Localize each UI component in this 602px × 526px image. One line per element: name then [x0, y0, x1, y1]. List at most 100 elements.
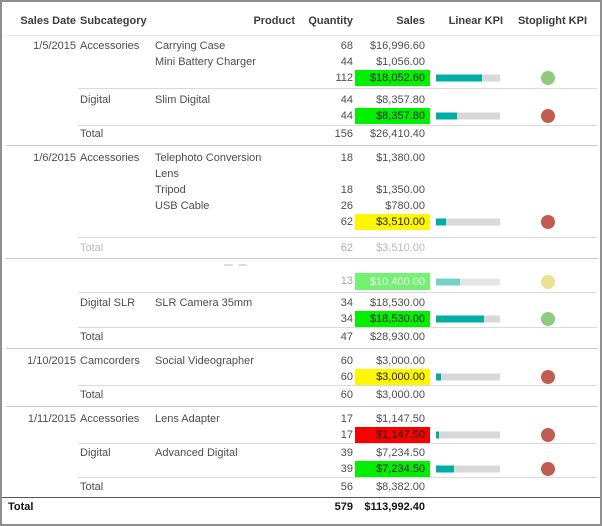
- ghost-text: [224, 264, 247, 266]
- subtotal-row: 17 $1,147.50: [2, 427, 600, 443]
- separator-line: [78, 443, 597, 444]
- grand-total-label: Total: [8, 501, 34, 513]
- kpi-sales-cell: $3,000.00: [355, 369, 430, 385]
- cell-sales-date: 1/10/2015: [27, 355, 76, 367]
- cell-quantity: 112: [335, 72, 353, 84]
- cell-product: Slim Digital: [155, 94, 211, 106]
- separator-line: [78, 477, 597, 478]
- kpi-sales-cell: $10,400.00: [355, 273, 430, 290]
- cell-total-label: Total: [80, 481, 104, 493]
- table-header-row: Sales Date Subcategory Product Quantity …: [2, 10, 600, 32]
- cell-quantity: 60: [340, 371, 353, 383]
- detail-row: Mini Battery Charger 44 $1,056.00: [2, 54, 600, 70]
- column-header-linear-kpi: Linear KPI: [448, 15, 503, 27]
- cell-product: USB Cable: [155, 200, 210, 212]
- grand-total-separator-line: [2, 497, 600, 498]
- cell-quantity: 68: [340, 40, 353, 52]
- detail-row: Digital SLR SLR Camera 35mm 34 $18,530.00: [2, 295, 600, 311]
- cell-quantity: 60: [340, 389, 353, 401]
- group-separator-line: [6, 406, 598, 407]
- separator-line: [78, 327, 597, 328]
- cell-quantity: 62: [340, 216, 353, 228]
- cell-quantity: 34: [340, 313, 353, 325]
- cell-subcategory: Accessories: [80, 40, 140, 52]
- cell-quantity: 18: [340, 184, 353, 196]
- cell-quantity: 44: [340, 110, 353, 122]
- column-header-stoplight-kpi: Stoplight KPI: [517, 15, 587, 27]
- cell-sales: $1,056.00: [376, 56, 425, 68]
- cell-sales: $780.00: [385, 200, 425, 212]
- linear-kpi-bar: [436, 278, 500, 285]
- linear-kpi-fill: [436, 278, 461, 285]
- grand-total-sales: $113,992.40: [364, 501, 425, 513]
- detail-row: 1/10/2015 Camcorders Social Videographer 60…: [2, 353, 600, 369]
- detail-row: Tripod 18 $1,350.00: [2, 182, 600, 198]
- cell-product: Carrying Case: [155, 40, 226, 52]
- kpi-sales-cell: $7,234.50: [355, 461, 430, 477]
- group-separator-line: [6, 258, 598, 259]
- linear-kpi-bar: [436, 315, 500, 323]
- cell-sales: $1,147.50: [376, 413, 425, 425]
- cell-sales: $1,350.00: [376, 184, 425, 196]
- cell-quantity: 44: [340, 56, 353, 68]
- separator-line: [78, 237, 597, 238]
- cell-product: Tripod: [155, 184, 186, 196]
- cell-product: SLR Camera 35mm: [155, 297, 253, 309]
- stoplight-kpi-dot: [541, 71, 555, 85]
- separator-line: [78, 125, 597, 126]
- header-separator-line: [6, 35, 598, 36]
- linear-kpi-bar: [436, 431, 500, 439]
- linear-kpi-fill: [436, 74, 483, 82]
- cell-sales-date: 1/5/2015: [33, 40, 76, 52]
- subtotal-row: 60 $3,000.00: [2, 369, 600, 385]
- cell-total-label: Total: [80, 242, 104, 254]
- cell-total-label: Total: [80, 128, 104, 140]
- cell-quantity: 26: [340, 200, 353, 212]
- cell-quantity: 39: [340, 447, 353, 459]
- cell-subcategory: Accessories: [80, 152, 140, 164]
- cell-subcategory: Accessories: [80, 413, 140, 425]
- stoplight-kpi-dot: [541, 370, 555, 384]
- cell-product: Advanced Digital: [155, 447, 238, 459]
- cell-subcategory: Digital: [80, 447, 111, 459]
- total-row: Total 60 $3,000.00: [2, 387, 600, 403]
- cell-product: Mini Battery Charger: [155, 56, 256, 68]
- cell-product: Lens Adapter: [155, 413, 220, 425]
- total-row: Total 47 $28,930.00: [2, 329, 600, 345]
- total-row: Total 156 $26,410.40: [2, 126, 600, 142]
- cell-sales: $3,000.00: [376, 355, 425, 367]
- cell-sales-date: 1/6/2015: [33, 152, 76, 164]
- cell-sales: $3,000.00: [376, 389, 425, 401]
- stoplight-kpi-dot: [541, 215, 555, 229]
- linear-kpi-fill: [436, 112, 458, 120]
- linear-kpi-fill: [436, 373, 442, 381]
- cell-subcategory: Camcorders: [80, 355, 140, 367]
- detail-row: 1/6/2015 Accessories Telephoto Conversion …: [2, 150, 600, 182]
- cell-sales: $18,530.00: [369, 297, 425, 309]
- linear-kpi-fill: [436, 218, 446, 226]
- stoplight-kpi-dot: [541, 428, 555, 442]
- cell-sales: $1,380.00: [376, 152, 425, 164]
- kpi-sales-cell: $3,510.00: [355, 214, 430, 230]
- separator-line: [78, 88, 597, 89]
- linear-kpi-bar: [436, 74, 500, 82]
- cell-total-label: Total: [80, 331, 104, 343]
- cell-sales: $8,357.80: [376, 94, 425, 106]
- linear-kpi-fill: [436, 465, 454, 473]
- cell-quantity: 56: [340, 481, 353, 493]
- cell-quantity: 17: [340, 429, 353, 441]
- cell-product: Telephoto Conversion Lens: [155, 152, 262, 180]
- separator-line: [78, 385, 597, 386]
- linear-kpi-bar: [436, 465, 500, 473]
- cell-sales: $28,930.00: [369, 331, 425, 343]
- cell-quantity: 17: [340, 413, 353, 425]
- column-header-sales: Sales: [396, 15, 425, 27]
- total-row: Total 62 $3,510.00: [2, 240, 600, 256]
- detail-row: USB Cable 26 $780.00: [2, 198, 600, 214]
- cell-sales: $7,234.50: [376, 447, 425, 459]
- column-header-product: Product: [253, 15, 295, 27]
- subtotal-row: 34 $18,530.00: [2, 311, 600, 327]
- subtotal-row: 62 $3,510.00: [2, 214, 600, 230]
- stoplight-kpi-dot: [541, 462, 555, 476]
